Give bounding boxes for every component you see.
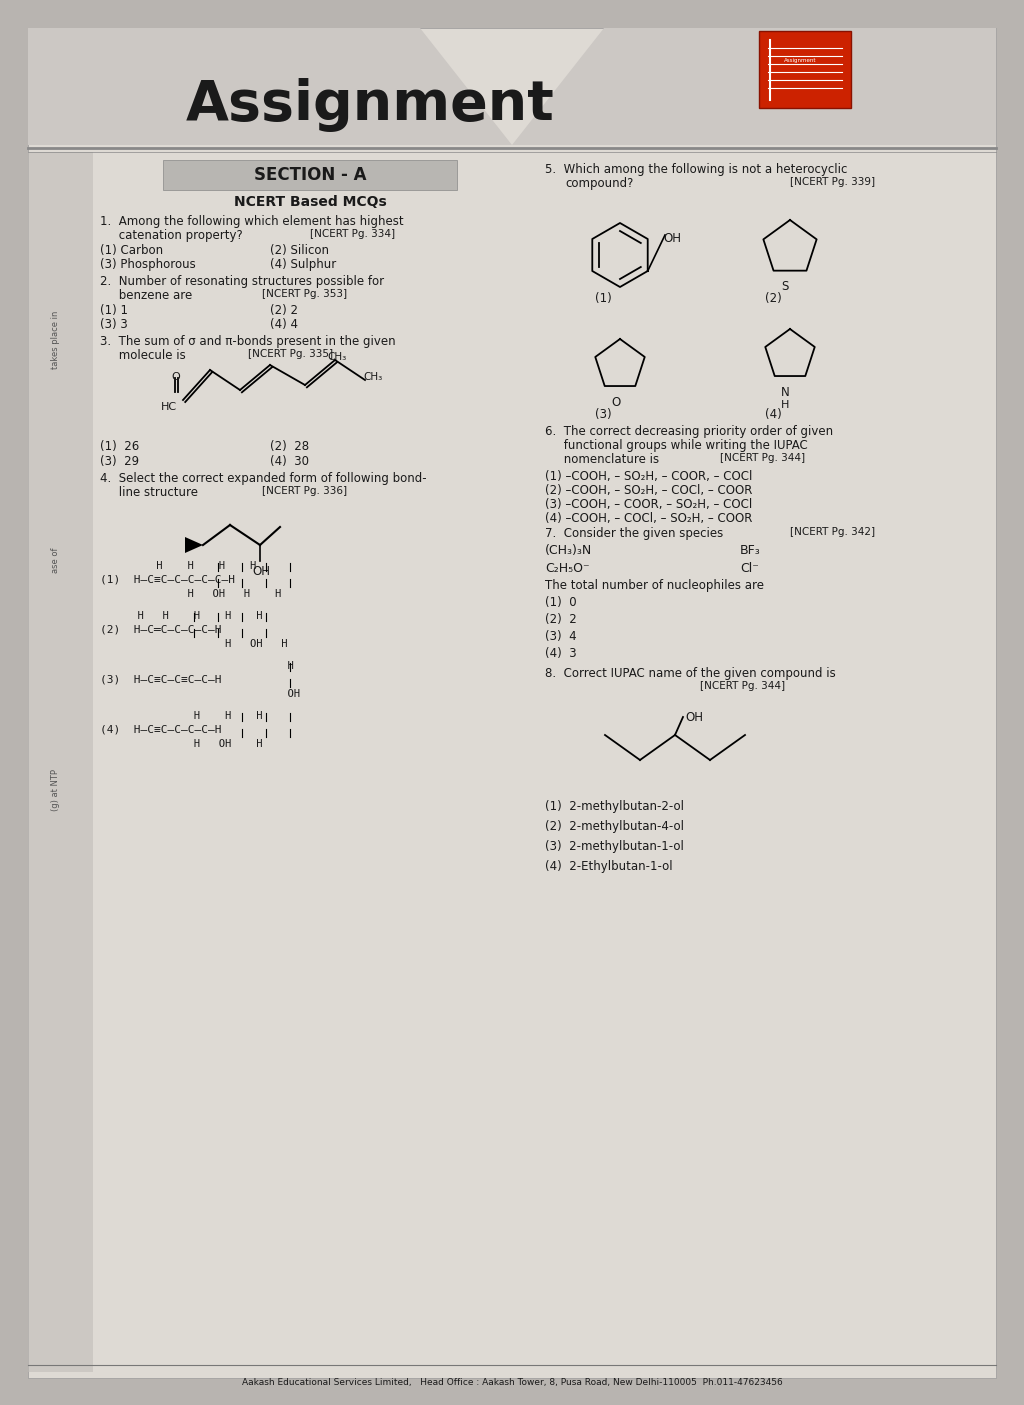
Text: (3) 3: (3) 3: [100, 318, 128, 332]
Text: (4) 4: (4) 4: [270, 318, 298, 332]
Text: S: S: [781, 280, 788, 294]
Text: [NCERT Pg. 344]: [NCERT Pg. 344]: [720, 452, 805, 464]
Text: (2)  2: (2) 2: [545, 613, 577, 627]
FancyBboxPatch shape: [163, 160, 457, 190]
Text: benzene are: benzene are: [100, 289, 193, 302]
Text: ase of: ase of: [50, 548, 59, 573]
Text: (2): (2): [765, 292, 781, 305]
Text: H: H: [100, 660, 294, 672]
Text: (3)  H–C≡C–C≡C–C–H: (3) H–C≡C–C≡C–C–H: [100, 674, 221, 686]
Text: H   OH   H    H: H OH H H: [100, 589, 282, 599]
Text: (1)  H–C≡C–C–C–C–C–H: (1) H–C≡C–C–C–C–C–H: [100, 575, 234, 584]
Text: The total number of nucleophiles are: The total number of nucleophiles are: [545, 579, 764, 592]
Text: (2)  28: (2) 28: [270, 440, 309, 452]
Text: BF₃: BF₃: [740, 544, 761, 556]
Text: 5.  Which among the following is not a heterocyclic: 5. Which among the following is not a he…: [545, 163, 848, 176]
FancyBboxPatch shape: [28, 152, 93, 1373]
Polygon shape: [185, 537, 203, 554]
Text: (3)  4: (3) 4: [545, 629, 577, 643]
Text: OH: OH: [685, 711, 703, 724]
Text: (3) –COOH, – COOR, – SO₂H, – COCl: (3) –COOH, – COOR, – SO₂H, – COCl: [545, 497, 753, 511]
Text: (4)  30: (4) 30: [270, 455, 309, 468]
Text: N: N: [781, 386, 790, 399]
Text: (1) Carbon: (1) Carbon: [100, 244, 163, 257]
Text: H   H    H    H    H: H H H H H: [100, 611, 262, 621]
Text: functional groups while writing the IUPAC: functional groups while writing the IUPA…: [545, 438, 808, 452]
Text: 2.  Number of resonating structures possible for: 2. Number of resonating structures possi…: [100, 275, 384, 288]
Text: Assignment: Assignment: [783, 58, 816, 63]
Text: (1)  26: (1) 26: [100, 440, 139, 452]
Text: (2) –COOH, – SO₂H, – COCl, – COOR: (2) –COOH, – SO₂H, – COCl, – COOR: [545, 483, 753, 497]
Text: (4)  H–C≡C–C–C–C–H: (4) H–C≡C–C–C–C–H: [100, 725, 221, 735]
Text: molecule is: molecule is: [100, 348, 185, 362]
FancyBboxPatch shape: [28, 28, 996, 1378]
Text: [NCERT Pg. 353]: [NCERT Pg. 353]: [262, 289, 347, 299]
Text: H   OH   H: H OH H: [100, 639, 288, 649]
Text: (1): (1): [595, 292, 611, 305]
Text: OH: OH: [252, 565, 270, 577]
Text: [NCERT Pg. 334]: [NCERT Pg. 334]: [310, 229, 395, 239]
Text: (3)  2-methylbutan-1-ol: (3) 2-methylbutan-1-ol: [545, 840, 684, 853]
Polygon shape: [28, 28, 512, 145]
Text: (2) 2: (2) 2: [270, 303, 298, 318]
Text: H    H    H: H H H: [100, 711, 262, 721]
Text: O: O: [171, 372, 180, 382]
Text: H: H: [781, 400, 790, 410]
Text: (3): (3): [595, 407, 611, 422]
Text: catenation property?: catenation property?: [100, 229, 243, 242]
Text: Aakash Educational Services Limited,   Head Office : Aakash Tower, 8, Pusa Road,: Aakash Educational Services Limited, Hea…: [242, 1378, 782, 1387]
Text: nomenclature is: nomenclature is: [545, 452, 659, 466]
Polygon shape: [512, 28, 996, 145]
Text: compound?: compound?: [565, 177, 634, 190]
Text: Assignment: Assignment: [185, 79, 554, 132]
Text: (4)  3: (4) 3: [545, 646, 577, 660]
Text: line structure: line structure: [100, 486, 198, 499]
Text: (1) 1: (1) 1: [100, 303, 128, 318]
Text: (4) Sulphur: (4) Sulphur: [270, 259, 336, 271]
Text: (3)  29: (3) 29: [100, 455, 139, 468]
Text: 1.  Among the following which element has highest: 1. Among the following which element has…: [100, 215, 403, 228]
Text: O: O: [611, 396, 621, 409]
Text: [NCERT Pg. 339]: [NCERT Pg. 339]: [790, 177, 876, 187]
Text: H    H    H    H: H H H H: [100, 561, 256, 570]
Text: (g) at NTP: (g) at NTP: [50, 769, 59, 811]
Text: (4)  2-Ethylbutan-1-ol: (4) 2-Ethylbutan-1-ol: [545, 860, 673, 873]
Text: [NCERT Pg. 336]: [NCERT Pg. 336]: [262, 486, 347, 496]
Text: OH: OH: [100, 688, 300, 700]
Text: [NCERT Pg. 335]: [NCERT Pg. 335]: [248, 348, 333, 360]
Text: (CH₃)₃N: (CH₃)₃N: [545, 544, 592, 556]
Text: 6.  The correct decreasing priority order of given: 6. The correct decreasing priority order…: [545, 424, 834, 438]
Text: CH₃: CH₃: [327, 353, 346, 362]
Text: 4.  Select the correct expanded form of following bond-: 4. Select the correct expanded form of f…: [100, 472, 427, 485]
Text: (2)  2-methylbutan-4-ol: (2) 2-methylbutan-4-ol: [545, 821, 684, 833]
Text: H   OH    H: H OH H: [100, 739, 262, 749]
Text: OH: OH: [663, 232, 681, 244]
Text: (4): (4): [765, 407, 781, 422]
FancyBboxPatch shape: [759, 31, 851, 108]
Text: (2) Silicon: (2) Silicon: [270, 244, 329, 257]
Text: 7.  Consider the given species: 7. Consider the given species: [545, 527, 723, 540]
Text: NCERT Based MCQs: NCERT Based MCQs: [233, 195, 386, 209]
Text: (2)  H–C═C–C–C–C–H: (2) H–C═C–C–C–C–H: [100, 625, 221, 635]
Text: CH₃: CH₃: [362, 372, 382, 382]
Text: SECTION - A: SECTION - A: [254, 166, 367, 184]
Text: HC: HC: [161, 402, 177, 412]
Text: Cl⁻: Cl⁻: [740, 562, 759, 575]
Text: (1) –COOH, – SO₂H, – COOR, – COCl: (1) –COOH, – SO₂H, – COOR, – COCl: [545, 471, 753, 483]
Text: (1)  2-methylbutan-2-ol: (1) 2-methylbutan-2-ol: [545, 799, 684, 813]
Text: (4) –COOH, – COCl, – SO₂H, – COOR: (4) –COOH, – COCl, – SO₂H, – COOR: [545, 511, 753, 525]
Text: 8.  Correct IUPAC name of the given compound is: 8. Correct IUPAC name of the given compo…: [545, 667, 836, 680]
Text: [NCERT Pg. 344]: [NCERT Pg. 344]: [700, 681, 785, 691]
Text: (1)  0: (1) 0: [545, 596, 577, 608]
Text: takes place in: takes place in: [50, 311, 59, 370]
Text: C₂H₅O⁻: C₂H₅O⁻: [545, 562, 590, 575]
Text: 3.  The sum of σ and π-bonds present in the given: 3. The sum of σ and π-bonds present in t…: [100, 334, 395, 348]
Text: [NCERT Pg. 342]: [NCERT Pg. 342]: [790, 527, 876, 537]
Text: (3) Phosphorous: (3) Phosphorous: [100, 259, 196, 271]
